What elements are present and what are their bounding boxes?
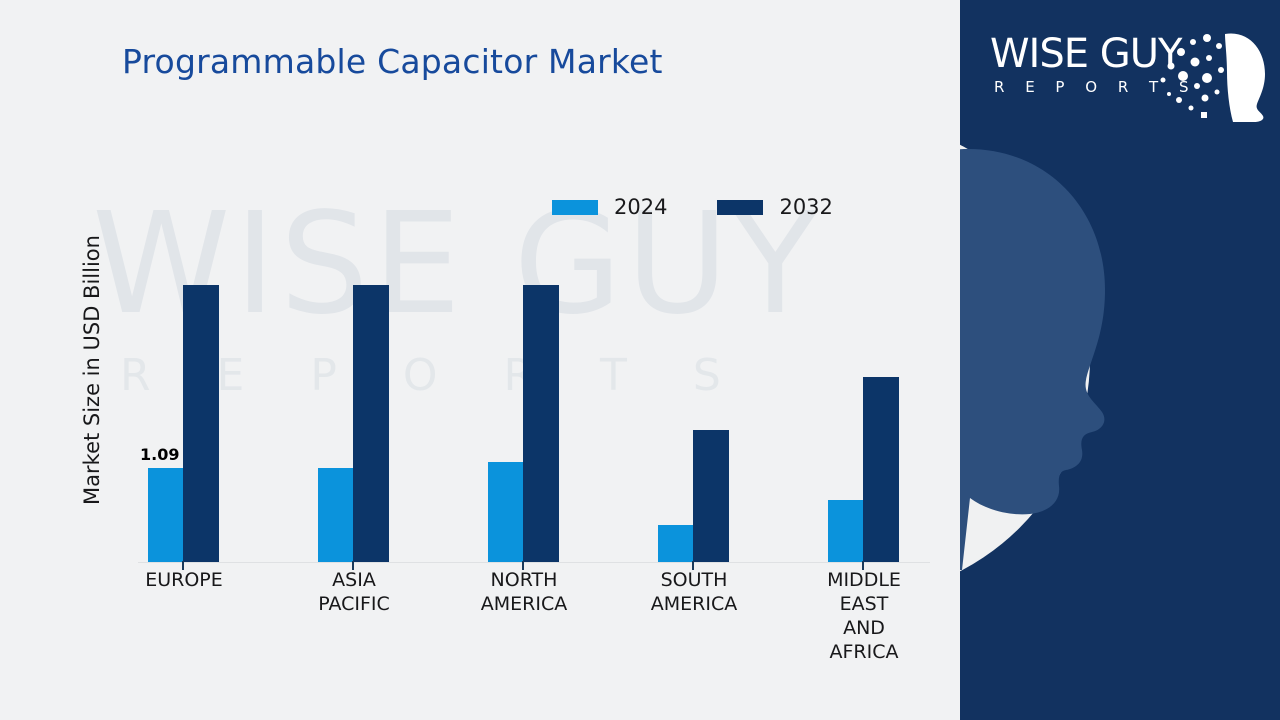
head-profile-silhouette-icon <box>960 149 1105 570</box>
category-label-line: MIDDLE <box>827 569 901 591</box>
x-axis-tick <box>352 561 354 570</box>
category-label: ASIA PACIFIC <box>274 568 434 616</box>
bar-2024[interactable] <box>488 462 524 562</box>
category-label-line: NORTH <box>490 569 558 591</box>
chart-legend: 2024 2032 <box>552 194 883 220</box>
category-label-line: EAST <box>839 593 889 615</box>
bar-2024[interactable] <box>148 467 184 562</box>
legend-item-2032[interactable]: 2032 <box>717 195 833 219</box>
brand-logo: WISE GUY R E P O R T S <box>990 31 1265 122</box>
category-label-line: PACIFIC <box>318 593 390 615</box>
dotted-head-profile-icon <box>1160 33 1265 122</box>
bar-2024[interactable] <box>658 524 694 562</box>
x-axis-line <box>138 562 930 563</box>
bar-2024[interactable] <box>318 467 354 562</box>
x-axis-tick <box>522 561 524 570</box>
legend-label-2024: 2024 <box>614 195 668 219</box>
page-title: Programmable Capacitor Market <box>122 42 663 81</box>
x-axis-tick <box>862 561 864 570</box>
bar-2032[interactable] <box>693 430 729 562</box>
category-label: NORTH AMERICA <box>444 568 604 616</box>
legend-label-2032: 2032 <box>779 195 833 219</box>
bar-2032[interactable] <box>353 284 389 562</box>
category-label-line: AND <box>843 617 885 639</box>
category-label-line: AFRICA <box>829 641 899 663</box>
category-label: SOUTH AMERICA <box>614 568 774 616</box>
category-label: MIDDLE EAST AND AFRICA <box>784 568 944 664</box>
category-label-line: AMERICA <box>480 593 568 615</box>
category-label: EUROPE <box>104 568 264 592</box>
bar-2032[interactable] <box>863 377 899 562</box>
bar-2032[interactable] <box>523 284 559 562</box>
category-label-line: ASIA <box>332 569 376 591</box>
category-label-line: AMERICA <box>650 593 738 615</box>
category-label-line: SOUTH <box>660 569 728 591</box>
x-axis-tick <box>182 561 184 570</box>
legend-swatch-2032 <box>717 199 764 215</box>
category-label-line: EUROPE <box>145 569 223 591</box>
legend-item-2024[interactable]: 2024 <box>552 195 667 219</box>
x-axis-tick <box>692 561 694 570</box>
plot-area: 1.09 EUROPE ASIA PACIFIC NORTH AMERICA SOUTH A… <box>104 284 944 664</box>
bar-value-label: 1.09 <box>140 444 180 464</box>
brand-logo-wordmark: WISE GUY <box>990 31 1182 77</box>
bar-2032[interactable] <box>183 284 219 562</box>
legend-swatch-2024 <box>552 199 598 215</box>
bar-2024[interactable] <box>828 499 864 562</box>
brand-logo-tagline: R E P O R T S <box>994 78 1197 96</box>
brand-panel: WISE GUY R E P O R T S <box>960 0 1280 720</box>
